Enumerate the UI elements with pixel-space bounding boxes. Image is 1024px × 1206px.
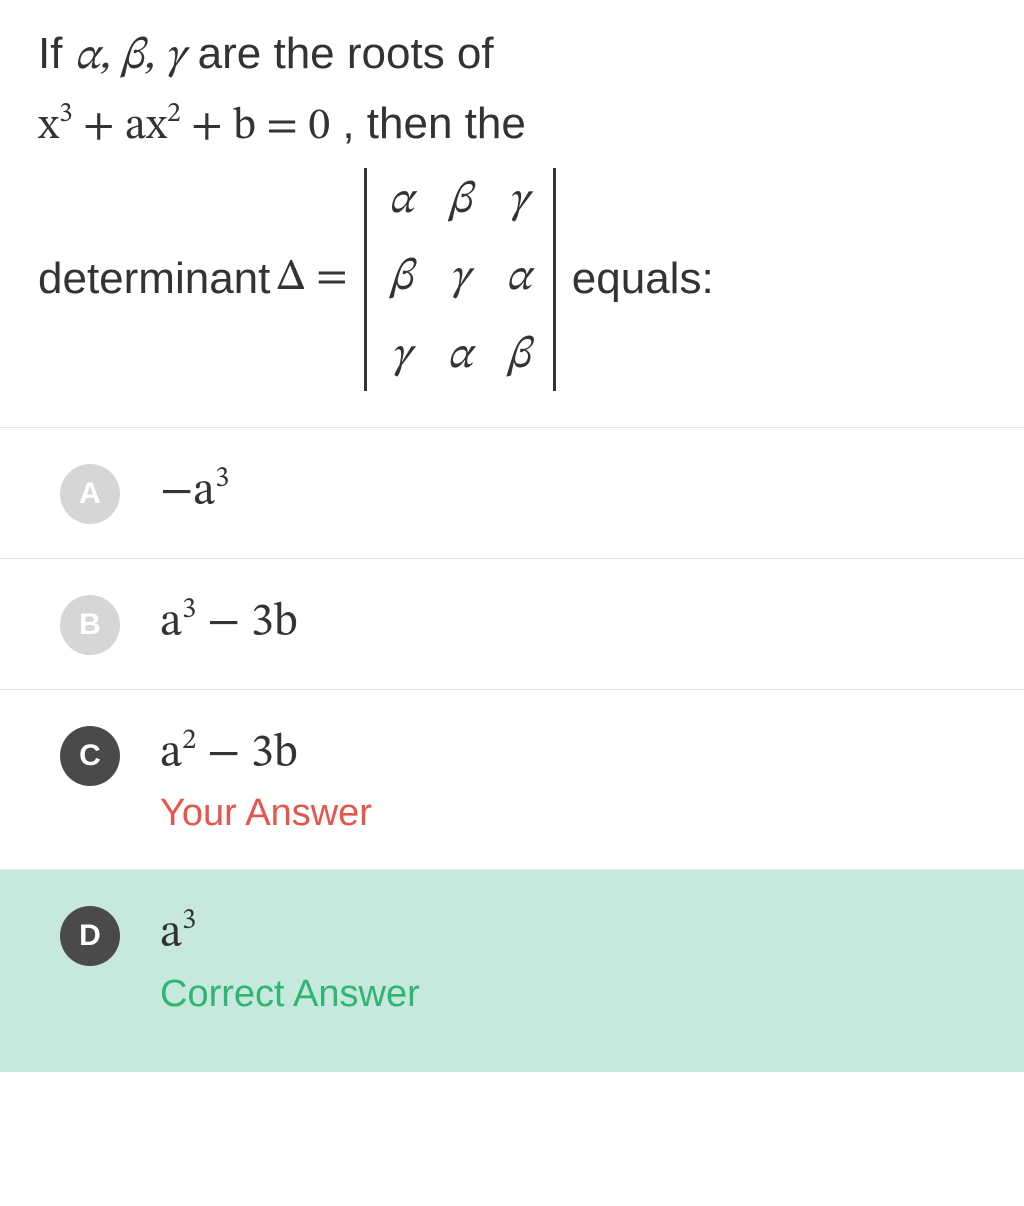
option-text: −a3 [160,462,229,520]
option-body: a3 Correct Answer [160,904,420,1015]
question-block: If α, β, γ are the roots of x3 + ax2 + b… [0,0,1024,428]
det-cell: γ [506,170,531,234]
option-body: a3 − 3b [160,593,298,651]
option-d[interactable]: Da3 Correct Answer [0,870,1024,1071]
q-text: , then the [330,99,526,148]
question-line-1: If α, β, γ are the roots of [38,22,986,90]
q-sup: 3 [59,101,73,128]
det-cell: α [447,325,472,389]
det-cell: β [447,170,472,234]
q-text: determinant [38,247,270,311]
option-body: −a3 [160,462,229,520]
det-cell: γ [389,325,414,389]
option-c[interactable]: Ca2 − 3b Your Answer [0,690,1024,870]
option-badge: C [60,726,120,786]
option-body: a2 − 3b Your Answer [160,724,372,835]
det-cell: γ [447,247,472,311]
option-badge: A [60,464,120,524]
det-cell: β [506,325,531,389]
det-cell: α [506,247,531,311]
q-ax: + ax [73,105,168,149]
det-grid: α β γ β γ α γ α β [367,162,553,397]
question-line-3: determinant Δ = α β γ β γ α γ α β equals… [38,162,986,397]
question-line-2: x3 + ax2 + b = 0 , then the [38,92,986,160]
option-a[interactable]: A −a3 [0,428,1024,559]
correct-answer-label: Correct Answer [160,973,420,1016]
option-badge: D [60,906,120,966]
options-list: A −a3 Ba3 − 3b Ca2 − 3b Your Answer Da3 Correc… [0,428,1024,1072]
q-rest: + b = 0 [181,105,330,149]
det-cell: β [389,247,414,311]
q-x: x [38,105,59,149]
q-roots: α, β, γ [75,35,186,79]
q-text: are the roots of [185,29,493,78]
option-b[interactable]: Ba3 − 3b [0,559,1024,690]
option-text: a3 − 3b [160,593,298,651]
option-text: a2 − 3b [160,724,372,782]
determinant: α β γ β γ α γ α β [364,162,556,397]
det-cell: α [389,170,414,234]
q-sup: 2 [167,101,181,128]
det-bar-right [553,168,556,391]
q-expr: x3 + ax2 + b = 0 [38,105,330,149]
option-text: a3 [160,904,420,962]
your-answer-label: Your Answer [160,792,372,835]
q-text: If [38,29,75,78]
q-text: equals: [572,247,714,311]
option-badge: B [60,595,120,655]
q-delta: Δ = [276,247,347,311]
